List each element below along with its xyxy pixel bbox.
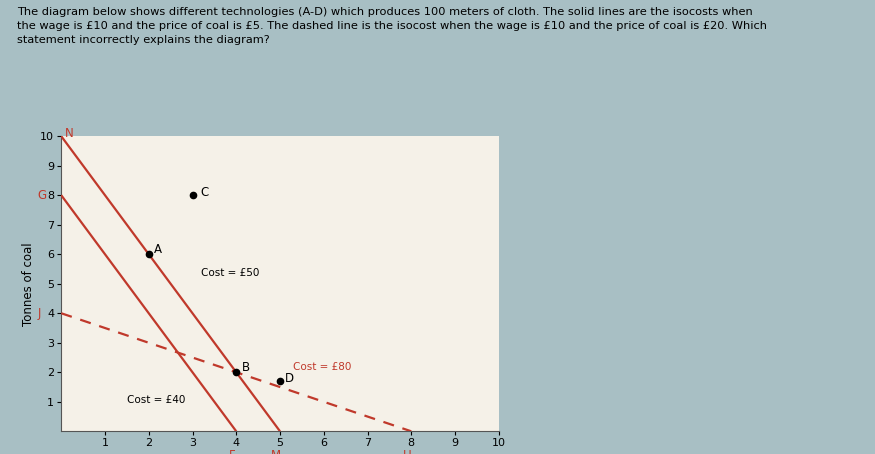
Text: G: G: [37, 189, 46, 202]
Text: F: F: [228, 449, 235, 454]
Text: M: M: [270, 449, 281, 454]
Text: Cost = £40: Cost = £40: [127, 395, 186, 405]
Text: A: A: [154, 243, 162, 257]
Text: H: H: [402, 449, 411, 454]
Text: J: J: [37, 307, 40, 320]
Text: Cost = £80: Cost = £80: [293, 362, 352, 372]
Text: D: D: [285, 372, 294, 385]
Text: C: C: [200, 186, 208, 199]
Text: N: N: [65, 127, 74, 140]
Text: B: B: [242, 361, 249, 375]
Text: Cost = £50: Cost = £50: [201, 268, 260, 278]
Y-axis label: Tonnes of coal: Tonnes of coal: [22, 242, 35, 326]
Text: The diagram below shows different technologies (A-D) which produces 100 meters o: The diagram below shows different techno…: [18, 7, 767, 45]
